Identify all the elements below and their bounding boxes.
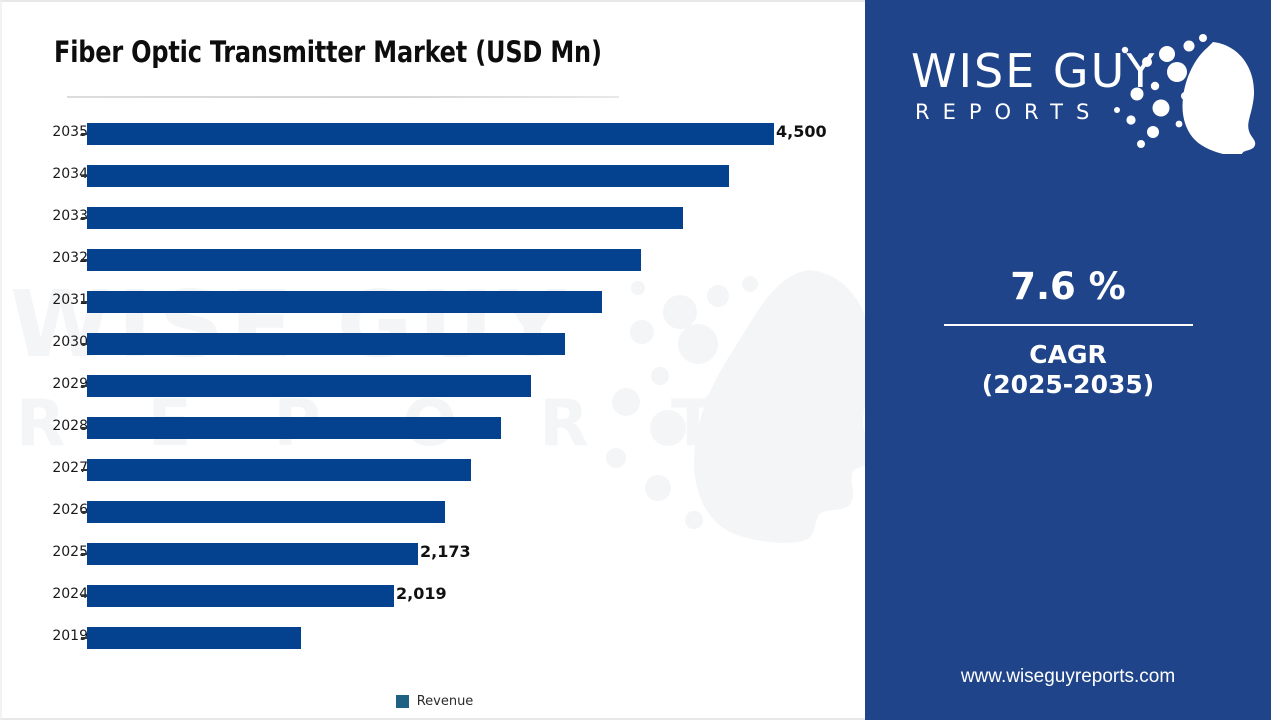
y-axis-tick-label: 2027: [52, 460, 88, 476]
legend-label: Revenue: [416, 694, 474, 709]
y-axis-tickmark: [81, 427, 87, 429]
bar-2035[interactable]: [87, 123, 774, 145]
y-axis-tickmark: [81, 301, 87, 303]
y-axis-tick-label: 2026: [52, 502, 88, 518]
cagr-value: 7.6 %: [1010, 265, 1126, 308]
y-axis-tick-label: 2032: [52, 250, 88, 266]
y-axis-tick-label: 2024: [52, 586, 88, 602]
cagr-label-line1: CAGR: [1029, 340, 1107, 369]
bar-2031[interactable]: [87, 291, 602, 313]
y-axis-tick-label: 2033: [52, 208, 88, 224]
y-axis-tickmark: [81, 217, 87, 219]
bar-row: 2029: [2, 366, 865, 408]
bar-row: 2028: [2, 408, 865, 450]
bar-2030[interactable]: [87, 333, 565, 355]
plot-area: 2035 4,500 2034 2033 2032: [2, 114, 865, 662]
cagr-divider: [944, 324, 1193, 326]
bar-2025[interactable]: [87, 543, 418, 565]
bar-row: 2031: [2, 282, 865, 324]
y-axis-tickmark: [81, 469, 87, 471]
y-axis-tick-label: 2025: [52, 544, 88, 560]
y-axis-tickmark: [81, 133, 87, 135]
bar-row: 2035 4,500: [2, 114, 865, 156]
y-axis-tickmark: [81, 511, 87, 513]
bar-row: 2033: [2, 198, 865, 240]
cagr-label: CAGR (2025-2035): [865, 340, 1271, 399]
website-url[interactable]: www.wiseguyreports.com: [960, 666, 1176, 687]
bar-row: 2025 2,173: [2, 534, 865, 576]
chart-title: Fiber Optic Transmitter Market (USD Mn): [54, 35, 602, 69]
wiseguy-logo: WISE GUY REPORTS: [899, 34, 1256, 154]
bar-row: 2026: [2, 492, 865, 534]
chart-panel: Fiber Optic Transmitter Market (USD Mn) …: [0, 0, 865, 720]
y-axis-tickmark: [81, 637, 87, 639]
y-axis-tick-label: 2019: [52, 628, 88, 644]
bar-2026[interactable]: [87, 501, 445, 523]
bar-2032[interactable]: [87, 249, 641, 271]
legend-swatch-icon: [395, 695, 409, 708]
y-axis-tickmark: [81, 385, 87, 387]
bar-2029[interactable]: [87, 375, 531, 397]
bar-value-label: 2,173: [420, 542, 471, 561]
y-axis-tickmark: [81, 553, 87, 555]
bar-2033[interactable]: [87, 207, 683, 229]
brand-panel: WISE GUY REPORTS 7.6 %: [865, 0, 1271, 720]
bar-row: 2024 2,019: [2, 576, 865, 618]
y-axis-tickmark: [81, 595, 87, 597]
y-axis-tick-label: 2035: [52, 124, 88, 140]
chart-legend: Revenue: [2, 694, 865, 709]
bar-row: 2032: [2, 240, 865, 282]
bar-value-label: 2,019: [396, 584, 447, 603]
y-axis-tick-label: 2030: [52, 334, 88, 350]
y-axis-tick-label: 2028: [52, 418, 88, 434]
bar-row: 2027: [2, 450, 865, 492]
bar-row: 2019: [2, 618, 865, 660]
logo-primary-text: WISE GUY: [911, 44, 1157, 98]
bar-2034[interactable]: [87, 165, 729, 187]
logo-secondary-text: REPORTS: [915, 100, 1103, 124]
y-axis-tick-label: 2029: [52, 376, 88, 392]
bar-row: 2030: [2, 324, 865, 366]
y-axis-tickmark: [81, 343, 87, 345]
bar-2027[interactable]: [87, 459, 471, 481]
bar-row: 2034: [2, 156, 865, 198]
title-divider: [67, 96, 619, 98]
bar-2028[interactable]: [87, 417, 501, 439]
head-profile-icon: [1114, 34, 1256, 154]
bar-2019[interactable]: [87, 627, 301, 649]
y-axis-tick-label: 2031: [52, 292, 88, 308]
y-axis-tick-label: 2034: [52, 166, 88, 182]
y-axis-tickmark: [81, 259, 87, 261]
y-axis-tickmark: [81, 175, 87, 177]
cagr-label-line2: (2025-2035): [981, 369, 1155, 399]
bar-value-label: 4,500: [776, 122, 827, 141]
bar-2024[interactable]: [87, 585, 394, 607]
